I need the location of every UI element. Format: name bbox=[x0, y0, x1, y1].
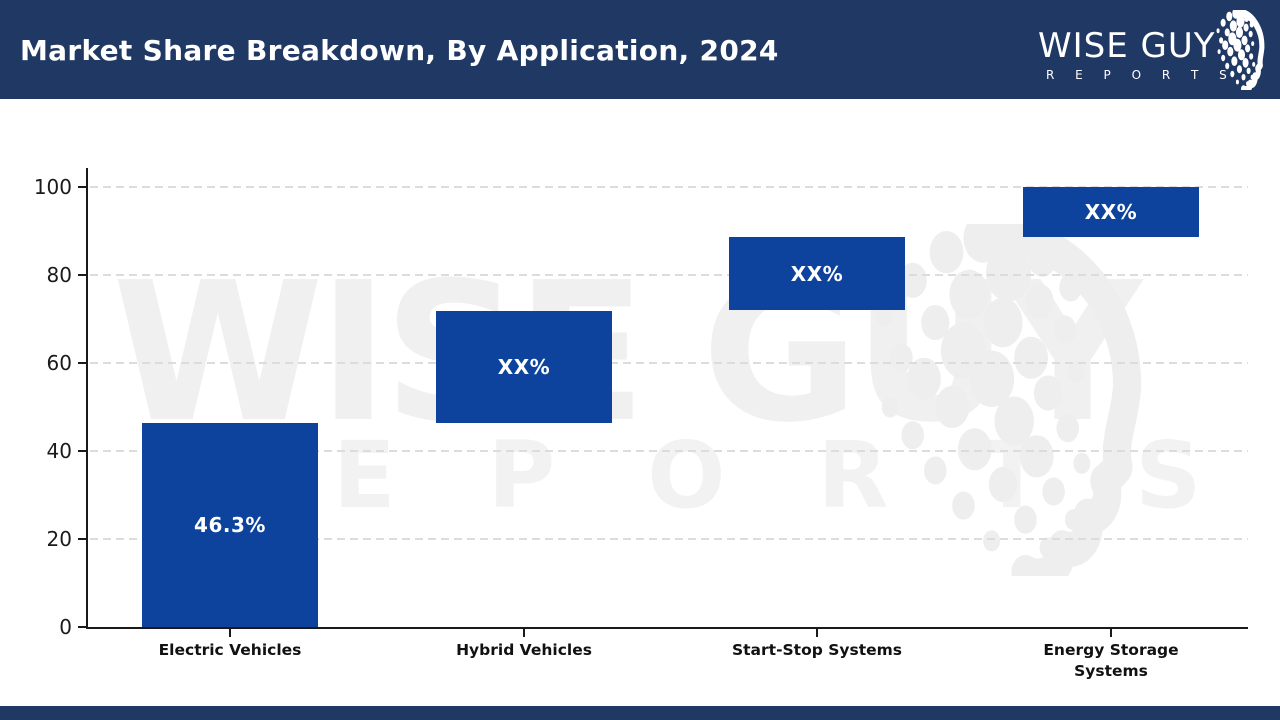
page-title: Market Share Breakdown, By Application, … bbox=[20, 34, 779, 67]
bar-segment: 46.3% bbox=[142, 423, 318, 627]
bar-value-label: XX% bbox=[790, 261, 844, 286]
bar-segment: XX% bbox=[729, 237, 905, 311]
category-label: Electric Vehicles bbox=[158, 641, 302, 659]
bar-value-label: XX% bbox=[497, 355, 551, 380]
bar-value-label: 46.3% bbox=[194, 513, 266, 538]
footer-band bbox=[0, 706, 1280, 720]
gridline-80 bbox=[90, 274, 1248, 276]
category-label: Start-Stop Systems bbox=[731, 641, 903, 659]
x-tick bbox=[816, 629, 818, 637]
y-tick-label-100: 100 bbox=[33, 175, 72, 199]
y-tick-0 bbox=[78, 626, 86, 628]
y-tick-label-0: 0 bbox=[59, 615, 72, 639]
x-tick bbox=[229, 629, 231, 637]
bar-value-label: XX% bbox=[1084, 200, 1138, 225]
y-tick-80 bbox=[78, 274, 86, 276]
y-tick-20 bbox=[78, 538, 86, 540]
gridline-100 bbox=[90, 186, 1248, 188]
category-label: Energy Storage Systems bbox=[1043, 641, 1179, 680]
x-tick bbox=[523, 629, 525, 637]
x-axis-line bbox=[86, 627, 1248, 629]
gridline-20 bbox=[90, 538, 1248, 540]
logo-subtext: R E P O R T S bbox=[1046, 68, 1236, 82]
y-tick-40 bbox=[78, 450, 86, 452]
bar-segment: XX% bbox=[1023, 187, 1199, 238]
y-tick-60 bbox=[78, 362, 86, 364]
category-label: Hybrid Vehicles bbox=[456, 641, 592, 659]
y-tick-label-60: 60 bbox=[46, 351, 72, 375]
x-tick bbox=[1110, 629, 1112, 637]
logo-head-dots-icon bbox=[1216, 10, 1265, 90]
y-tick-label-20: 20 bbox=[46, 527, 72, 551]
wise-guy-reports-logo: WISE GUY R E P O R T S bbox=[1004, 6, 1272, 94]
gridline-60 bbox=[90, 362, 1248, 364]
y-axis-line bbox=[86, 168, 88, 628]
y-tick-label-80: 80 bbox=[46, 263, 72, 287]
y-tick-label-40: 40 bbox=[46, 439, 72, 463]
gridline-40 bbox=[90, 450, 1248, 452]
header-band: Market Share Breakdown, By Application, … bbox=[0, 0, 1280, 99]
bar-segment: XX% bbox=[436, 311, 612, 424]
logo-wordmark: WISE GUY bbox=[1038, 26, 1216, 66]
y-tick-100 bbox=[78, 186, 86, 188]
watermark-head-dots-graphic bbox=[876, 224, 1142, 576]
